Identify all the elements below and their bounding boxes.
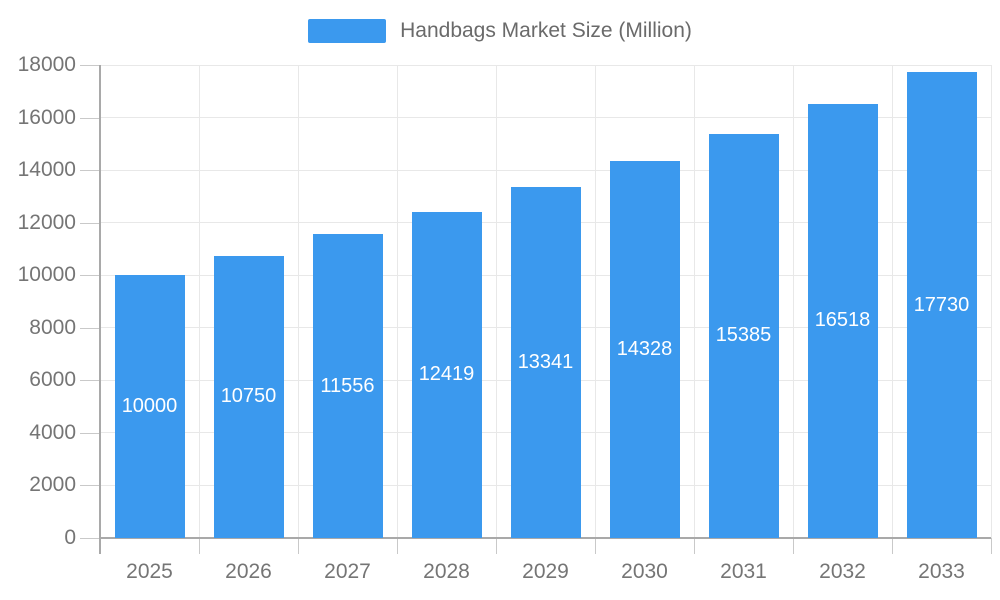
bar-value-label: 14328 bbox=[616, 338, 673, 361]
bar-value-label: 15385 bbox=[715, 324, 772, 347]
x-axis-category-label: 2029 bbox=[522, 560, 569, 583]
bar-value-label: 13341 bbox=[517, 351, 574, 374]
bar-2030[interactable]: 14328 bbox=[609, 161, 680, 538]
y-axis-tick-label: 8000 bbox=[29, 315, 76, 339]
bar-value-label: 11556 bbox=[320, 374, 375, 397]
gridline-horizontal bbox=[100, 169, 991, 171]
x-axis-line bbox=[100, 537, 991, 539]
y-axis-tick bbox=[80, 485, 100, 487]
x-axis-category-label: 2025 bbox=[126, 560, 173, 583]
x-axis-category-label: 2027 bbox=[324, 560, 371, 583]
gridline-horizontal bbox=[100, 117, 991, 119]
gridline-horizontal bbox=[100, 64, 991, 66]
y-axis-tick bbox=[80, 432, 100, 434]
bar-value-label: 12419 bbox=[418, 363, 475, 386]
legend-item[interactable]: Handbags Market Size (Million) bbox=[308, 19, 692, 43]
y-axis-tick bbox=[80, 170, 100, 172]
y-axis-tick bbox=[80, 65, 100, 66]
x-axis-category-label: 2028 bbox=[423, 560, 470, 583]
x-axis-category-label: 2026 bbox=[225, 560, 272, 583]
x-axis-category-label: 2032 bbox=[819, 560, 866, 583]
y-axis-tick-label: 10000 bbox=[17, 263, 76, 287]
gridline-vertical bbox=[693, 65, 695, 538]
gridline-vertical bbox=[297, 65, 299, 538]
y-axis-tick-label: 6000 bbox=[29, 368, 76, 392]
bar-2025[interactable]: 10000 bbox=[114, 275, 185, 538]
bar-value-label: 17730 bbox=[913, 293, 970, 316]
bar-2028[interactable]: 12419 bbox=[411, 211, 482, 538]
gridline-vertical bbox=[891, 65, 893, 538]
x-axis-tick bbox=[495, 538, 497, 554]
bar-2032[interactable]: 16518 bbox=[807, 103, 878, 538]
bar-value-label: 10750 bbox=[220, 385, 277, 408]
gridline-vertical bbox=[495, 65, 497, 538]
gridline-vertical bbox=[990, 65, 992, 538]
x-axis-tick bbox=[594, 538, 596, 554]
bar-2033[interactable]: 17730 bbox=[906, 72, 977, 538]
bar-2027[interactable]: 11556 bbox=[312, 234, 383, 538]
y-axis-tick bbox=[80, 222, 100, 224]
x-axis-tick bbox=[990, 538, 992, 554]
y-axis-tick bbox=[80, 327, 100, 329]
gridline-vertical bbox=[594, 65, 596, 538]
x-axis-tick bbox=[693, 538, 695, 554]
gridline-vertical bbox=[396, 65, 398, 538]
bar-value-label: 10000 bbox=[121, 395, 178, 418]
legend-swatch bbox=[308, 19, 387, 43]
x-axis-category-label: 2033 bbox=[918, 560, 965, 583]
x-axis-tick bbox=[792, 538, 794, 554]
x-axis-tick bbox=[198, 538, 200, 554]
y-axis-tick-label: 12000 bbox=[17, 210, 76, 234]
y-axis-tick-label: 2000 bbox=[29, 473, 76, 497]
x-axis-tick bbox=[396, 538, 398, 554]
gridline-vertical bbox=[792, 65, 794, 538]
y-axis-tick-label: 0 bbox=[64, 526, 76, 549]
legend-label: Handbags Market Size (Million) bbox=[400, 19, 692, 42]
bar-value-label: 16518 bbox=[814, 309, 871, 332]
bar-2029[interactable]: 13341 bbox=[510, 187, 581, 538]
gridline-vertical bbox=[198, 65, 200, 538]
bar-2031[interactable]: 15385 bbox=[708, 133, 779, 538]
x-axis-tick bbox=[891, 538, 893, 554]
legend: Handbags Market Size (Million) bbox=[0, 19, 1000, 43]
y-axis-tick-label: 14000 bbox=[17, 158, 76, 182]
y-axis-tick bbox=[80, 117, 100, 119]
x-axis-category-label: 2030 bbox=[621, 560, 668, 583]
y-axis-tick-label: 18000 bbox=[17, 53, 76, 76]
bar-2026[interactable]: 10750 bbox=[213, 255, 284, 538]
y-axis-tick-label: 16000 bbox=[17, 105, 76, 129]
y-axis-tick bbox=[80, 275, 100, 277]
y-axis-tick bbox=[80, 380, 100, 382]
y-axis-line bbox=[99, 65, 101, 554]
y-axis-tick bbox=[80, 538, 100, 539]
x-axis-category-label: 2031 bbox=[720, 560, 767, 583]
y-axis-tick-label: 4000 bbox=[29, 420, 76, 444]
x-axis-tick bbox=[297, 538, 299, 554]
